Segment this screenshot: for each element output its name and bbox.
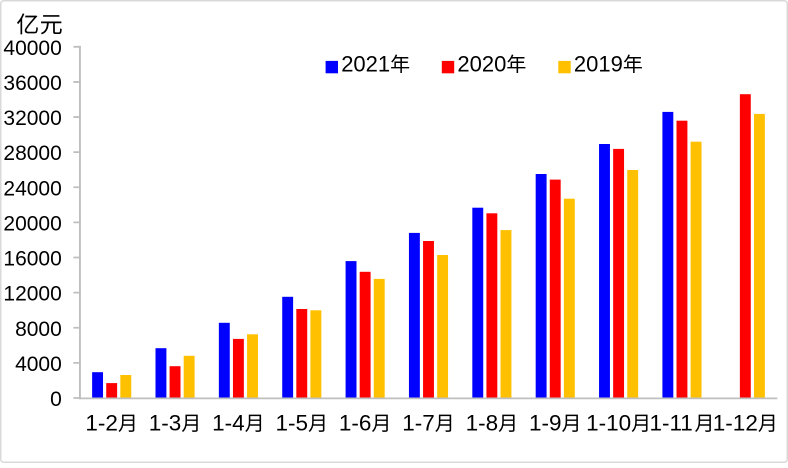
svg-text:16000: 16000 bbox=[3, 248, 61, 271]
svg-text:1-6: 1-6 bbox=[339, 410, 372, 435]
svg-text:2021: 2021 bbox=[341, 51, 390, 76]
svg-text:0: 0 bbox=[50, 388, 62, 411]
svg-text:2019: 2019 bbox=[574, 51, 623, 76]
svg-text:1-2: 1-2 bbox=[85, 410, 118, 435]
svg-text:1-10: 1-10 bbox=[586, 410, 631, 435]
svg-text:1-12: 1-12 bbox=[713, 410, 758, 435]
svg-text:4000: 4000 bbox=[15, 353, 62, 376]
svg-text:24000: 24000 bbox=[3, 177, 61, 200]
svg-text:1-8: 1-8 bbox=[466, 410, 499, 435]
svg-text:12000: 12000 bbox=[3, 283, 61, 306]
svg-text:40000: 40000 bbox=[3, 37, 61, 60]
svg-text:1-5: 1-5 bbox=[276, 410, 309, 435]
svg-text:1-4: 1-4 bbox=[212, 410, 245, 435]
svg-text:28000: 28000 bbox=[3, 142, 61, 165]
svg-text:1-9: 1-9 bbox=[529, 410, 562, 435]
svg-text:32000: 32000 bbox=[3, 107, 61, 130]
svg-text:1-7: 1-7 bbox=[402, 410, 435, 435]
svg-text:8000: 8000 bbox=[15, 318, 62, 341]
svg-text:36000: 36000 bbox=[3, 72, 61, 95]
svg-text:1-3: 1-3 bbox=[149, 410, 182, 435]
svg-text:2020: 2020 bbox=[457, 51, 506, 76]
svg-text:20000: 20000 bbox=[3, 212, 61, 235]
svg-text:1-11: 1-11 bbox=[649, 410, 692, 435]
